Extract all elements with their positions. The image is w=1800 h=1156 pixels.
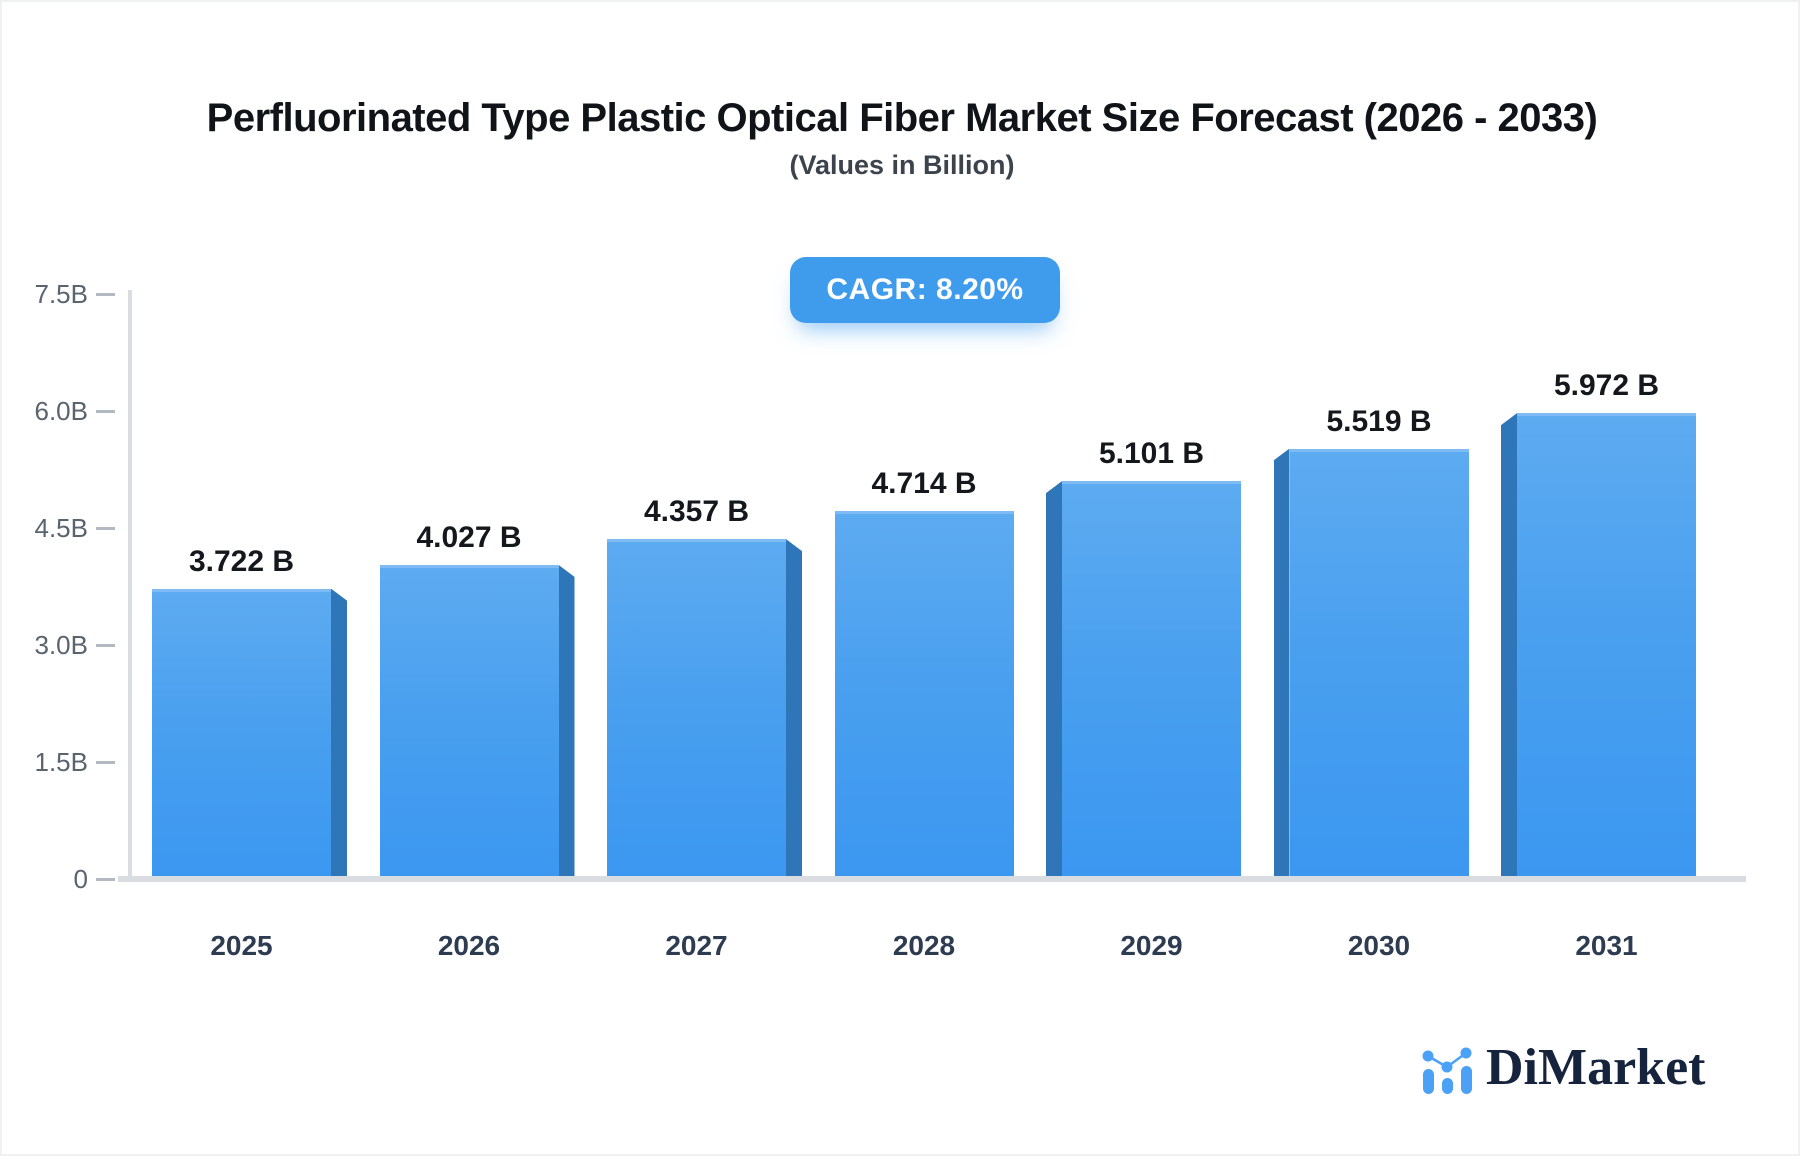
bar-side-2031 bbox=[1501, 413, 1517, 879]
y-tick-dash bbox=[96, 877, 115, 881]
y-tick-label: 4.5B bbox=[34, 513, 89, 543]
x-tick-label: 2029 bbox=[1120, 930, 1183, 961]
y-tick-label: 7.5B bbox=[34, 279, 89, 309]
bar-side-2026 bbox=[558, 564, 575, 879]
bar-face-2027 bbox=[607, 539, 786, 879]
bar-face-2026 bbox=[379, 564, 559, 879]
bar-face-2028 bbox=[834, 511, 1014, 879]
x-tick-label: 2027 bbox=[665, 930, 728, 961]
y-tick-dash bbox=[96, 526, 115, 530]
y-tick-label: 3.0B bbox=[34, 630, 89, 660]
y-tick-label: 6.0B bbox=[34, 396, 89, 426]
bar-side-2027 bbox=[786, 539, 802, 879]
bar-value-label: 4.357 B bbox=[643, 495, 750, 529]
x-tick-label: 2030 bbox=[1347, 930, 1411, 961]
y-tick-dash bbox=[96, 409, 115, 413]
bar-value-label: 5.519 B bbox=[1326, 404, 1432, 438]
x-tick-label: 2026 bbox=[437, 930, 501, 961]
y-tick-dash bbox=[96, 643, 115, 647]
y-tick-label: 1.5B bbox=[34, 747, 89, 777]
y-tick-dash bbox=[96, 292, 115, 296]
bar-side-2030 bbox=[1273, 448, 1290, 879]
bar-side-2029 bbox=[1046, 481, 1062, 879]
bar-face-2030 bbox=[1289, 448, 1469, 879]
dimarket-logo: DiMarket bbox=[1422, 1042, 1705, 1094]
x-axis-baseline bbox=[118, 876, 1746, 882]
x-tick-label: 2031 bbox=[1575, 930, 1638, 961]
bar-face-2031 bbox=[1517, 413, 1696, 879]
bar-side-2025 bbox=[331, 588, 347, 879]
x-tick-label: 2025 bbox=[210, 930, 273, 961]
bar-face-2029 bbox=[1062, 481, 1241, 879]
y-axis-line bbox=[128, 290, 132, 876]
bar-value-label: 4.027 B bbox=[416, 520, 522, 554]
bar-face-2025 bbox=[152, 588, 331, 879]
y-tick-label: 0 bbox=[73, 864, 88, 894]
cagr-badge-label: CAGR: 8.20% bbox=[826, 273, 1024, 306]
bar-chart-logo-icon bbox=[1422, 1047, 1472, 1094]
dimarket-logo-text: DiMarket bbox=[1486, 1039, 1706, 1096]
chart-title: Perfluorinated Type Plastic Optical Fibe… bbox=[206, 96, 1598, 140]
cagr-badge: CAGR: 8.20% bbox=[790, 257, 1060, 323]
x-tick-label: 2028 bbox=[892, 930, 956, 961]
bar-value-label: 5.101 B bbox=[1098, 437, 1205, 471]
bar-value-label: 3.722 B bbox=[188, 544, 295, 578]
bar-value-label: 4.714 B bbox=[871, 467, 977, 501]
chart-subtitle: (Values in Billion) bbox=[789, 150, 1015, 180]
bar-value-label: 5.972 B bbox=[1553, 369, 1660, 403]
y-tick-dash bbox=[96, 760, 115, 764]
